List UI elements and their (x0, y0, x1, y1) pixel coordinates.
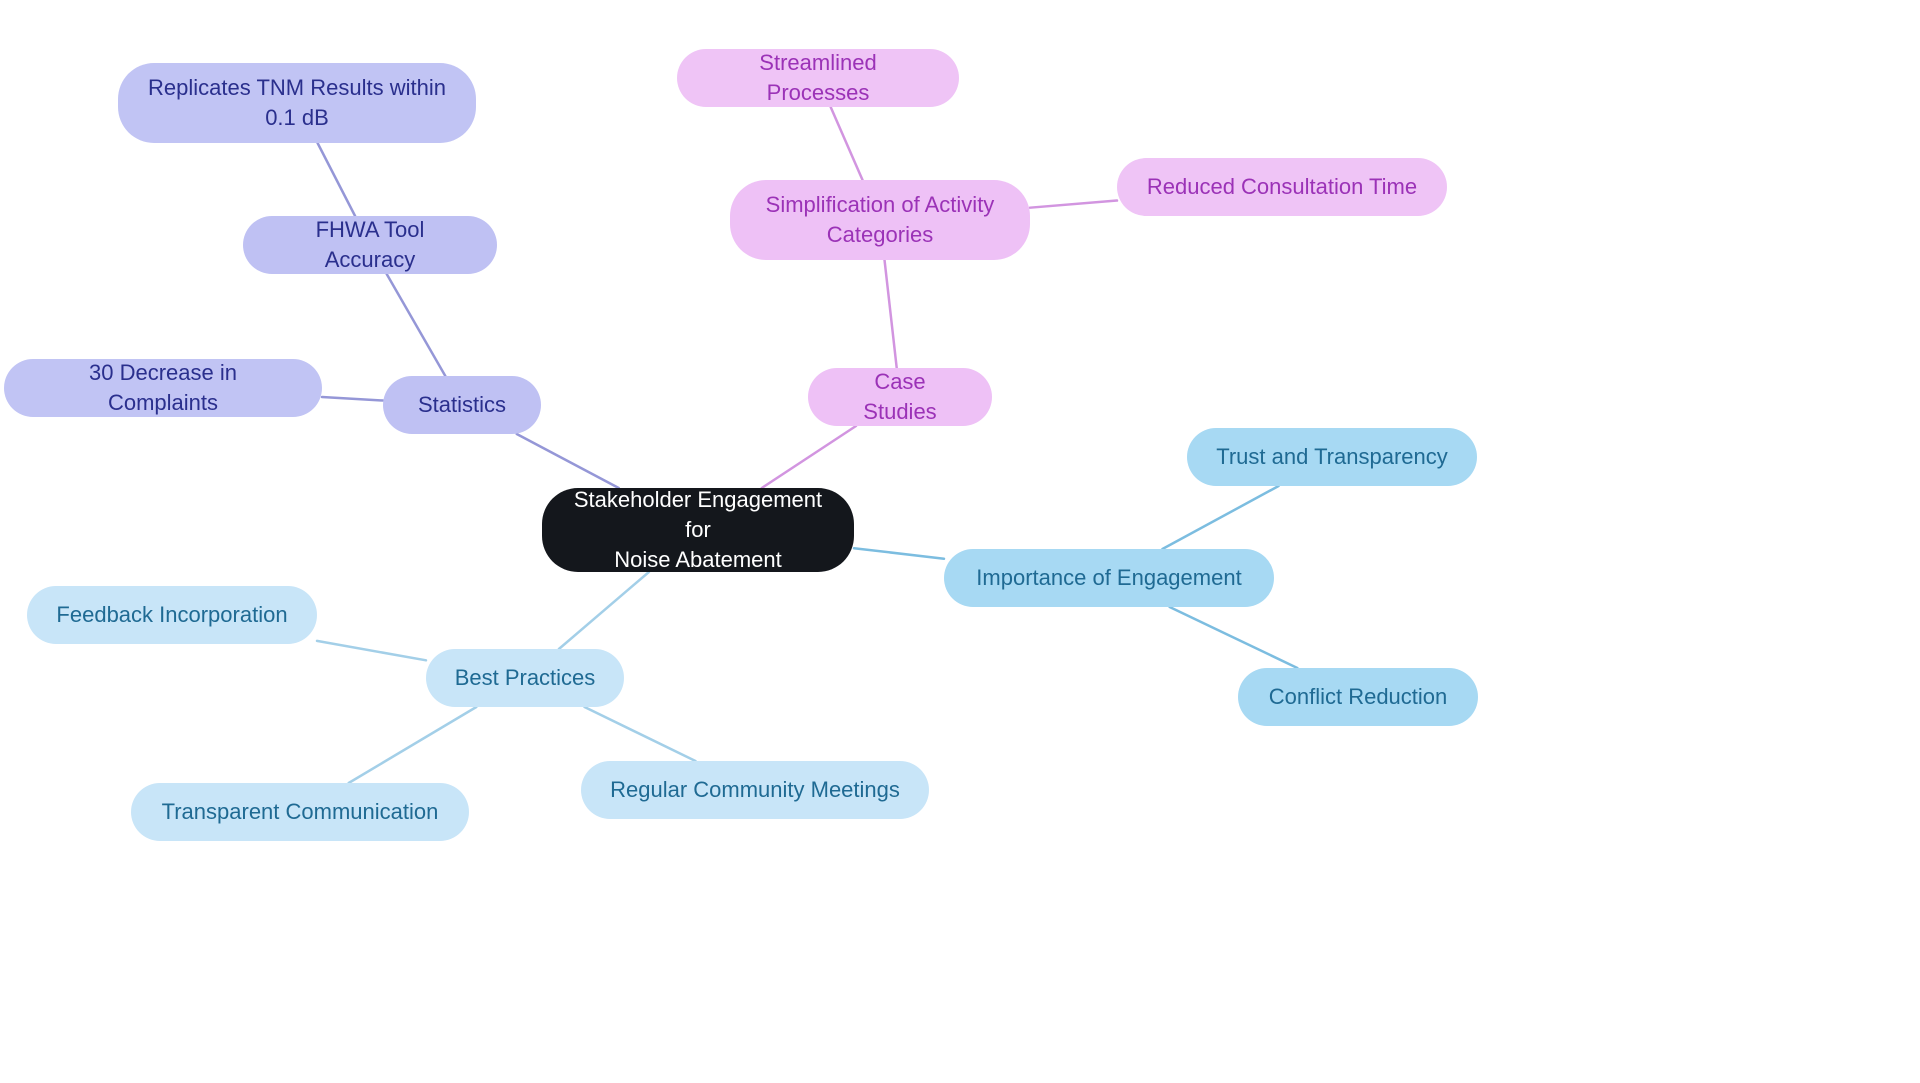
edge (318, 143, 356, 216)
node-label: Case Studies (836, 367, 964, 426)
mindmap-node-importance: Importance of Engagement (944, 549, 1274, 607)
node-label: Stakeholder Engagement for Noise Abateme… (570, 485, 826, 574)
mindmap-node-stats-fhwa: FHWA Tool Accuracy (243, 216, 497, 274)
mindmap-node-best: Best Practices (426, 649, 624, 707)
node-label: Reduced Consultation Time (1147, 172, 1417, 202)
node-label: FHWA Tool Accuracy (271, 215, 469, 274)
mindmap-node-stats-tnm: Replicates TNM Results within 0.1 dB (118, 63, 476, 143)
mindmap-node-best-meetings: Regular Community Meetings (581, 761, 929, 819)
node-label: Conflict Reduction (1269, 682, 1448, 712)
mindmap-node-center: Stakeholder Engagement for Noise Abateme… (542, 488, 854, 572)
edge (831, 107, 863, 180)
mindmap-node-cases: Case Studies (808, 368, 992, 426)
mindmap-node-cases-simpl: Simplification of Activity Categories (730, 180, 1030, 260)
edge (559, 572, 649, 649)
mindmap-node-cases-stream: Streamlined Processes (677, 49, 959, 107)
mindmap-node-imp-conflict: Conflict Reduction (1238, 668, 1478, 726)
mindmap-node-stats: Statistics (383, 376, 541, 434)
mindmap-node-imp-trust: Trust and Transparency (1187, 428, 1477, 486)
mindmap-node-best-transp: Transparent Communication (131, 783, 469, 841)
edge (1162, 486, 1278, 549)
node-label: Importance of Engagement (976, 563, 1241, 593)
edge (317, 641, 426, 660)
mindmap-node-best-feedback: Feedback Incorporation (27, 586, 317, 644)
edge (585, 707, 696, 761)
node-label: Simplification of Activity Categories (766, 190, 995, 249)
edge (387, 274, 446, 376)
edge (885, 260, 897, 368)
node-label: 30 Decrease in Complaints (32, 358, 294, 417)
edges-layer (0, 0, 1920, 1083)
mindmap-node-cases-rct: Reduced Consultation Time (1117, 158, 1447, 216)
node-label: Best Practices (455, 663, 596, 693)
edge (517, 434, 619, 488)
edge (1170, 607, 1298, 668)
node-label: Statistics (418, 390, 506, 420)
mindmap-node-stats-30: 30 Decrease in Complaints (4, 359, 322, 417)
node-label: Trust and Transparency (1216, 442, 1448, 472)
edge (349, 707, 477, 783)
edge (762, 426, 856, 488)
edge (854, 548, 944, 559)
node-label: Transparent Communication (162, 797, 439, 827)
node-label: Streamlined Processes (705, 48, 931, 107)
node-label: Regular Community Meetings (610, 775, 900, 805)
node-label: Feedback Incorporation (56, 600, 287, 630)
node-label: Replicates TNM Results within 0.1 dB (148, 73, 446, 132)
edge (322, 397, 383, 400)
edge (1030, 201, 1117, 208)
